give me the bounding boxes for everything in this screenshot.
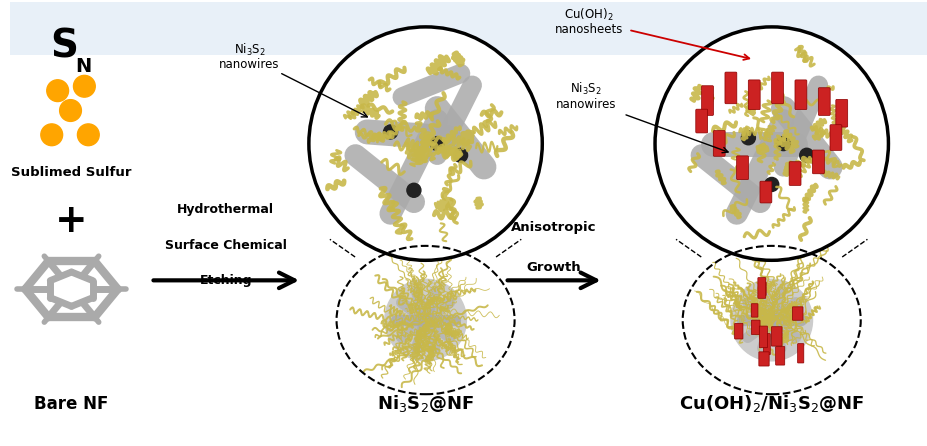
Circle shape <box>385 279 466 361</box>
Text: Cu(OH)$_2$: Cu(OH)$_2$ <box>564 7 613 23</box>
Circle shape <box>41 124 62 146</box>
Circle shape <box>309 27 541 260</box>
FancyBboxPatch shape <box>812 150 823 174</box>
FancyBboxPatch shape <box>763 334 769 355</box>
FancyBboxPatch shape <box>758 282 766 296</box>
Circle shape <box>59 99 82 121</box>
FancyBboxPatch shape <box>829 125 841 150</box>
FancyBboxPatch shape <box>734 323 743 339</box>
Circle shape <box>764 178 778 191</box>
FancyBboxPatch shape <box>770 327 781 346</box>
FancyBboxPatch shape <box>695 109 707 133</box>
Circle shape <box>799 148 813 162</box>
FancyBboxPatch shape <box>701 86 713 116</box>
FancyBboxPatch shape <box>775 347 784 365</box>
FancyBboxPatch shape <box>751 320 759 334</box>
FancyBboxPatch shape <box>757 277 765 298</box>
Text: nanowires: nanowires <box>219 58 279 71</box>
Text: Bare NF: Bare NF <box>34 395 108 413</box>
Text: Cu(OH)$_2$/Ni$_3$S$_2$@NF: Cu(OH)$_2$/Ni$_3$S$_2$@NF <box>679 393 864 414</box>
FancyBboxPatch shape <box>788 162 800 186</box>
Text: Ni$_3$S$_2$: Ni$_3$S$_2$ <box>234 41 265 58</box>
Text: Surface Chemical: Surface Chemical <box>165 239 286 252</box>
FancyBboxPatch shape <box>10 2 927 55</box>
Text: +: + <box>55 202 88 240</box>
Text: Etching: Etching <box>199 274 252 287</box>
Circle shape <box>741 131 755 145</box>
Circle shape <box>430 136 444 151</box>
FancyBboxPatch shape <box>751 304 757 317</box>
Text: nanowires: nanowires <box>555 98 616 111</box>
Text: Anisotropic: Anisotropic <box>511 221 596 234</box>
Circle shape <box>406 183 421 197</box>
Text: N: N <box>75 57 92 76</box>
Circle shape <box>453 148 467 162</box>
Text: Ni$_3$S$_2$: Ni$_3$S$_2$ <box>569 81 601 97</box>
Text: Sublimed Sulfur: Sublimed Sulfur <box>11 166 132 179</box>
Text: Ni$_3$S$_2$@NF: Ni$_3$S$_2$@NF <box>376 393 474 414</box>
Circle shape <box>73 75 95 97</box>
FancyBboxPatch shape <box>736 156 748 180</box>
Circle shape <box>776 136 790 151</box>
FancyBboxPatch shape <box>713 131 724 156</box>
FancyBboxPatch shape <box>835 99 846 127</box>
FancyBboxPatch shape <box>794 80 806 110</box>
FancyBboxPatch shape <box>771 72 782 104</box>
Text: S: S <box>51 28 79 66</box>
FancyBboxPatch shape <box>792 307 802 320</box>
FancyBboxPatch shape <box>759 181 771 203</box>
Circle shape <box>383 125 397 139</box>
Circle shape <box>46 80 69 102</box>
FancyBboxPatch shape <box>758 326 767 348</box>
Text: Hydrothermal: Hydrothermal <box>177 203 274 216</box>
Circle shape <box>654 27 887 260</box>
Circle shape <box>730 279 812 361</box>
FancyBboxPatch shape <box>818 88 830 116</box>
FancyBboxPatch shape <box>747 80 759 110</box>
Circle shape <box>77 124 99 146</box>
Text: Growth: Growth <box>527 260 581 273</box>
Text: nanosheets: nanosheets <box>554 23 622 37</box>
FancyBboxPatch shape <box>724 72 736 104</box>
FancyBboxPatch shape <box>797 344 803 363</box>
FancyBboxPatch shape <box>758 352 768 366</box>
